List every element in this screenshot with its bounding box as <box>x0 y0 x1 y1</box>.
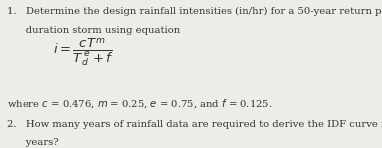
Text: years?: years? <box>7 138 58 147</box>
Text: $i = \dfrac{cT^{m}}{T_{d}^{\,e}+f}$: $i = \dfrac{cT^{m}}{T_{d}^{\,e}+f}$ <box>53 36 115 68</box>
Text: where $c$ = 0.476, $m$ = 0.25, $e$ = 0.75, and $f$ = 0.125.: where $c$ = 0.476, $m$ = 0.25, $e$ = 0.7… <box>7 97 272 110</box>
Text: 1.   Determine the design rainfall intensities (in/hr) for a 50-year return peri: 1. Determine the design rainfall intensi… <box>7 7 382 16</box>
Text: 2.   How many years of rainfall data are required to derive the IDF curve for a : 2. How many years of rainfall data are r… <box>7 120 382 129</box>
Text: duration storm using equation: duration storm using equation <box>7 26 180 35</box>
